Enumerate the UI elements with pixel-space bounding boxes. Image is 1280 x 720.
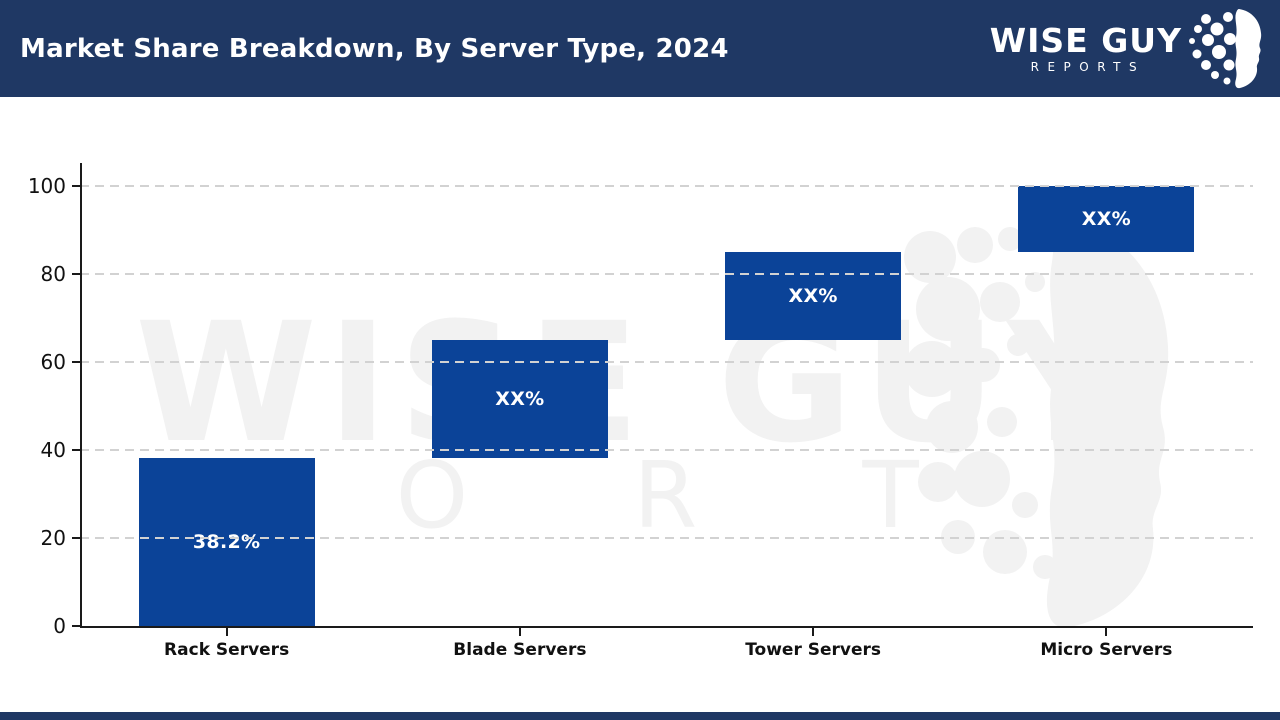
x-category-label: Tower Servers (745, 640, 882, 660)
y-tick-mark (72, 361, 80, 363)
x-tick-mark (225, 628, 228, 636)
y-tick-mark (72, 273, 80, 275)
y-tick-mark (72, 537, 80, 539)
page-title: Market Share Breakdown, By Server Type, … (20, 33, 729, 64)
x-category-label: Blade Servers (453, 640, 587, 660)
watermark-subtitle: P O R T S (175, 442, 1211, 549)
wise-guy-logo: WISE GUY REPORTS (990, 7, 1266, 91)
y-tick-label: 100 (27, 174, 66, 198)
bar-segment: XX% (431, 340, 608, 458)
bar-value-label: 38.2% (192, 530, 261, 553)
y-tick-label: 60 (40, 350, 66, 374)
logo-subtitle: REPORTS (1030, 60, 1146, 74)
x-tick-mark (518, 628, 521, 636)
y-tick-label: 0 (53, 614, 66, 638)
bar-value-label: XX% (1081, 208, 1131, 230)
footer-bar (0, 712, 1280, 720)
x-category-label: Rack Servers (164, 640, 290, 660)
bar-segment: XX% (725, 252, 902, 340)
header-bar: Market Share Breakdown, By Server Type, … (0, 0, 1280, 97)
logo-wordmark: WISE GUY (989, 21, 1182, 60)
gridline-20 (80, 537, 1253, 539)
x-tick-mark (812, 628, 815, 636)
logo-face-icon (1189, 8, 1262, 88)
gridline-60 (80, 361, 1253, 363)
bar-value-label: XX% (788, 285, 838, 307)
y-tick-mark (72, 185, 80, 187)
gridline-40 (80, 449, 1253, 451)
gridline-80 (80, 273, 1253, 275)
bar-segment: XX% (1018, 186, 1195, 252)
chart-canvas: WISE GUY P O R T S (0, 97, 1280, 712)
y-tick-label: 40 (40, 438, 66, 462)
x-axis-spine (80, 626, 1253, 628)
x-tick-mark (1105, 628, 1108, 636)
y-tick-label: 80 (40, 262, 66, 286)
logo-text: WISE GUY REPORTS (990, 24, 1182, 73)
y-axis-spine (80, 163, 82, 628)
y-tick-mark (72, 625, 80, 627)
y-tick-mark (72, 449, 80, 451)
gridline-100 (80, 185, 1253, 187)
x-category-label: Micro Servers (1040, 640, 1173, 660)
y-tick-label: 20 (40, 526, 66, 550)
bar-segment: 38.2% (138, 457, 315, 626)
bar-value-label: XX% (495, 387, 545, 410)
